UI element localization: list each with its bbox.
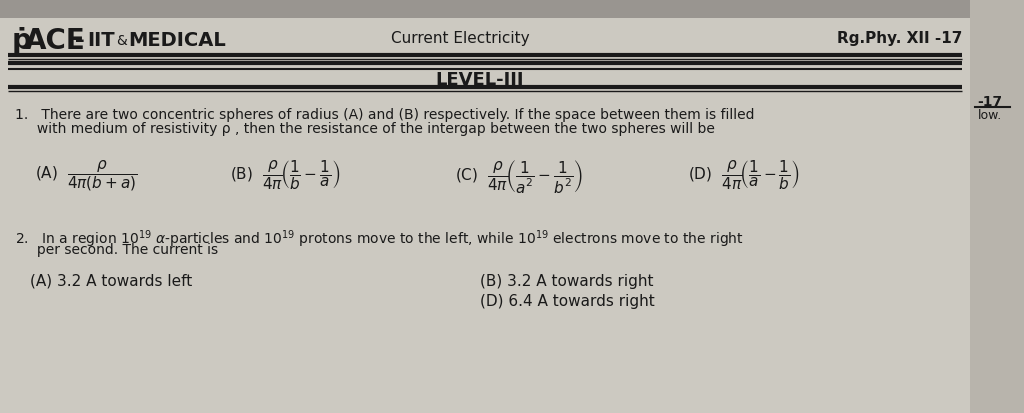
Text: Rg.Phy. XII -17: Rg.Phy. XII -17 [838,31,963,46]
Text: (A) 3.2 A towards left: (A) 3.2 A towards left [30,274,193,289]
Text: (D)  $\dfrac{\rho}{4\pi}\!\left(\dfrac{1}{a}-\dfrac{1}{b}\right)$: (D) $\dfrac{\rho}{4\pi}\!\left(\dfrac{1}… [688,158,800,191]
Text: (C)  $\dfrac{\rho}{4\pi}\!\left(\dfrac{1}{a^{2}}-\dfrac{1}{b^{2}}\right)$: (C) $\dfrac{\rho}{4\pi}\!\left(\dfrac{1}… [455,158,583,195]
Text: IIT: IIT [87,31,115,50]
Text: 2.   In a region $10^{19}$ $\alpha$-particles and $10^{19}$ protons move to the : 2. In a region $10^{19}$ $\alpha$-partic… [15,228,743,249]
Text: (B)  $\dfrac{\rho}{4\pi}\!\left(\dfrac{1}{b}-\dfrac{1}{a}\right)$: (B) $\dfrac{\rho}{4\pi}\!\left(\dfrac{1}… [230,158,340,191]
Text: ACE: ACE [25,27,86,55]
Text: -17: -17 [978,95,1002,109]
Text: low.: low. [978,109,1002,122]
Text: Current Electricity: Current Electricity [391,31,529,46]
Text: (B) 3.2 A towards right: (B) 3.2 A towards right [480,274,653,289]
Text: with medium of resistivity ρ , then the resistance of the intergap between the t: with medium of resistivity ρ , then the … [15,122,715,136]
Text: per second. The current is: per second. The current is [15,243,218,257]
Text: ṗ: ṗ [12,27,32,55]
Bar [970,0,1024,413]
Text: LEVEL-III: LEVEL-III [436,71,524,89]
Text: &: & [116,34,127,48]
Text: 1.   There are two concentric spheres of radius (A) and (B) respectively. If the: 1. There are two concentric spheres of r… [15,108,755,122]
Text: –: – [75,31,85,50]
Bar [0,0,970,18]
Text: (A)  $\dfrac{\rho}{4\pi(b+a)}$: (A) $\dfrac{\rho}{4\pi(b+a)}$ [35,158,137,193]
Text: (D) 6.4 A towards right: (D) 6.4 A towards right [480,294,654,309]
Text: MEDICAL: MEDICAL [128,31,225,50]
